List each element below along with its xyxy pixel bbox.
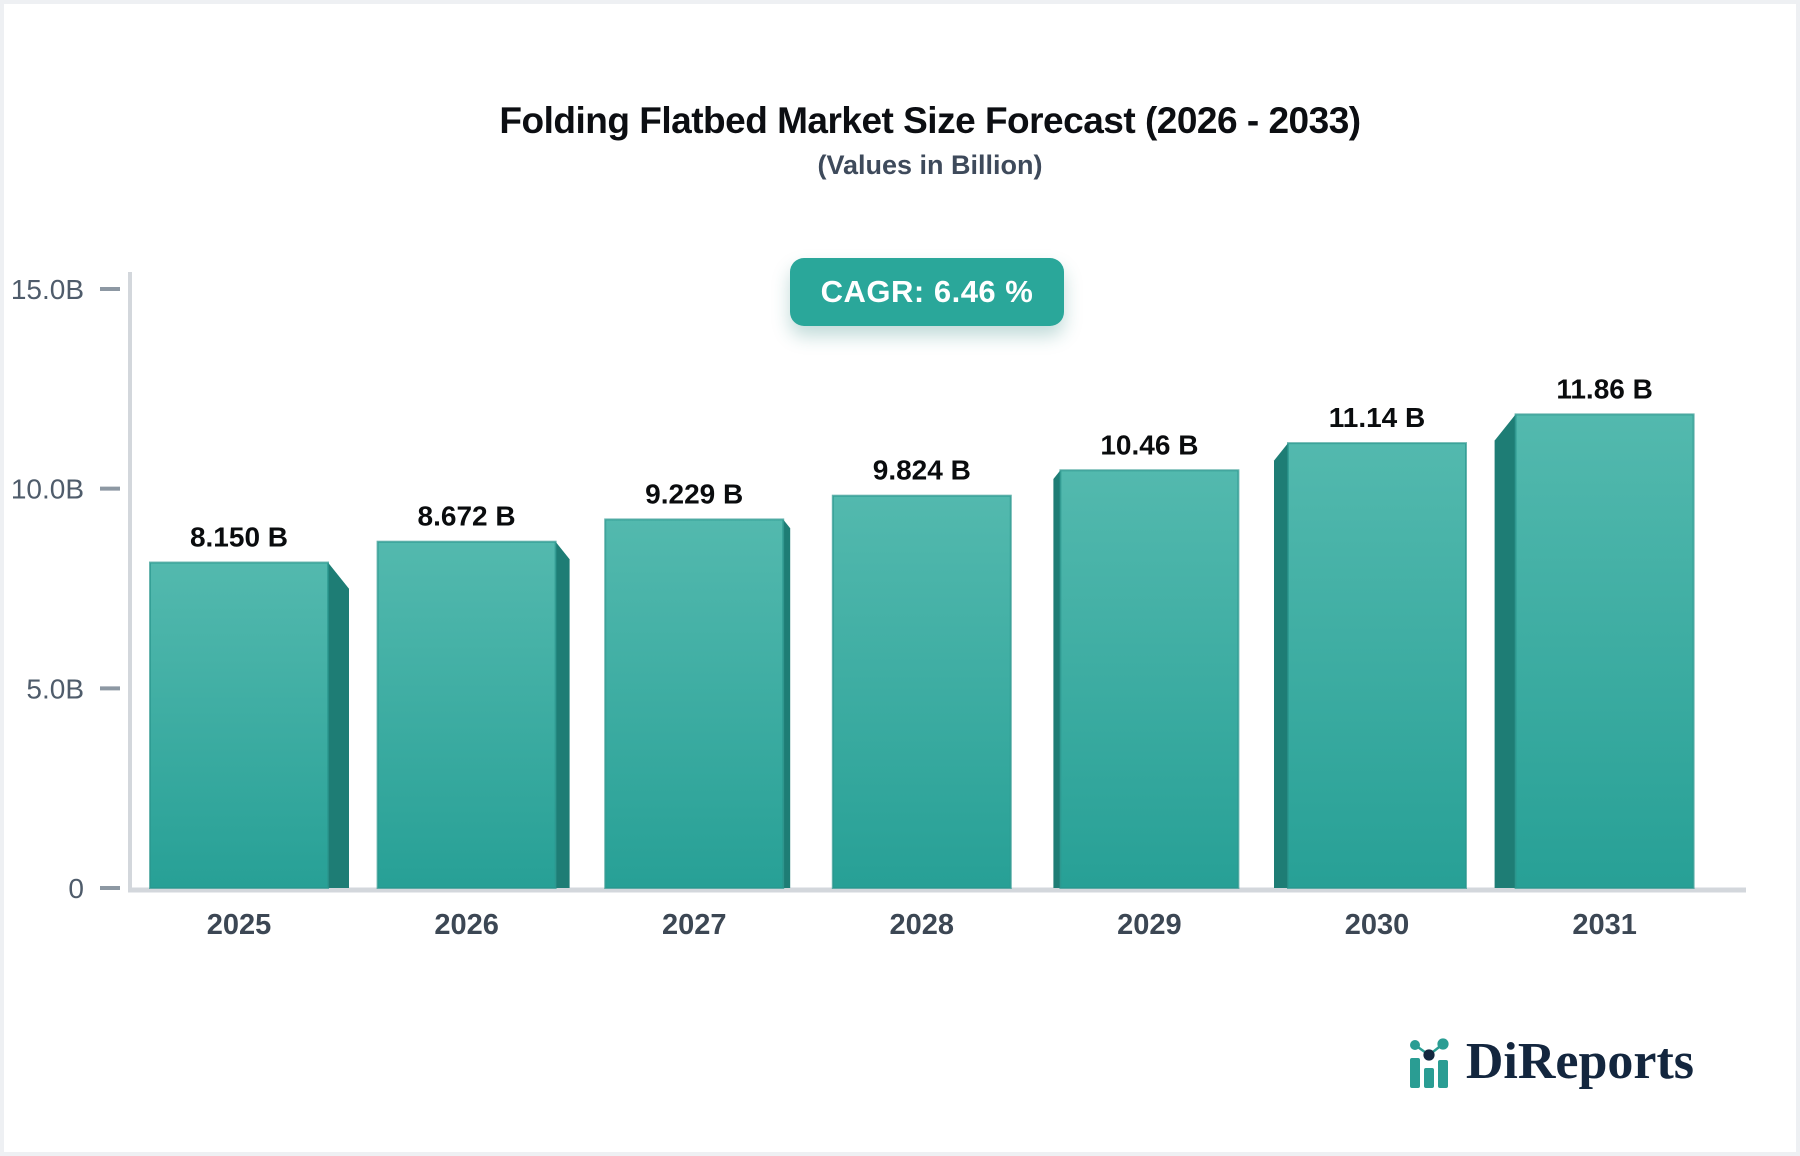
- bar-value-label: 10.46 B: [1100, 429, 1198, 460]
- mini-bar-chart-icon: [1409, 1038, 1449, 1088]
- bar-2025: [149, 561, 329, 889]
- bar-side-face: [555, 541, 570, 888]
- chart-card: Folding Flatbed Market Size Forecast (20…: [4, 4, 1796, 1152]
- bar-chart: 0 5.0B 10.0B 15.0B 8.150 B 2025 8.672 B 2026 9.2…: [11, 272, 1746, 941]
- x-tick-label: 2029: [1117, 909, 1182, 941]
- bar-side-face: [1274, 443, 1288, 888]
- x-tick-label: 2026: [434, 909, 499, 941]
- chart-subtitle: (Values in Billion): [817, 150, 1043, 180]
- bar-2029: [1059, 469, 1240, 889]
- bar-value-label: 9.229 B: [645, 478, 743, 509]
- bar-2027: [604, 518, 785, 889]
- bar-value-label: 11.86 B: [1556, 373, 1653, 404]
- bar-side-face: [1494, 414, 1516, 888]
- y-tick-label: 5.0B: [26, 673, 84, 704]
- y-tick-label: 10.0B: [11, 474, 84, 505]
- bar-side-face: [1053, 470, 1061, 888]
- bar-side-face: [328, 562, 349, 888]
- x-tick-label: 2031: [1572, 909, 1637, 941]
- cagr-badge: CAGR: 6.46 %: [790, 258, 1064, 326]
- bar-2028: [831, 494, 1012, 889]
- x-tick-label: 2027: [662, 909, 727, 941]
- chart-title: Folding Flatbed Market Size Forecast (20…: [499, 100, 1361, 141]
- x-tick-label: 2030: [1345, 909, 1410, 941]
- bar-2031: [1514, 413, 1695, 889]
- y-tick-label: 0: [68, 873, 84, 904]
- x-tick-label: 2025: [207, 909, 272, 941]
- cagr-badge-label: CAGR: 6.46 %: [820, 274, 1034, 309]
- bar-value-label: 8.672 B: [418, 501, 516, 532]
- brand-name: DiReports: [1465, 1033, 1694, 1090]
- y-tick-label: 15.0B: [11, 274, 84, 305]
- bar-2026: [376, 540, 557, 889]
- brand-logo: DiReports: [1409, 1033, 1694, 1090]
- bar-value-label: 8.150 B: [190, 522, 288, 553]
- x-tick-label: 2028: [890, 909, 955, 941]
- bar-value-label: 9.824 B: [873, 455, 971, 486]
- bar-value-label: 11.14 B: [1329, 402, 1426, 433]
- bar-2030: [1287, 442, 1467, 889]
- bar-side-face: [783, 519, 791, 888]
